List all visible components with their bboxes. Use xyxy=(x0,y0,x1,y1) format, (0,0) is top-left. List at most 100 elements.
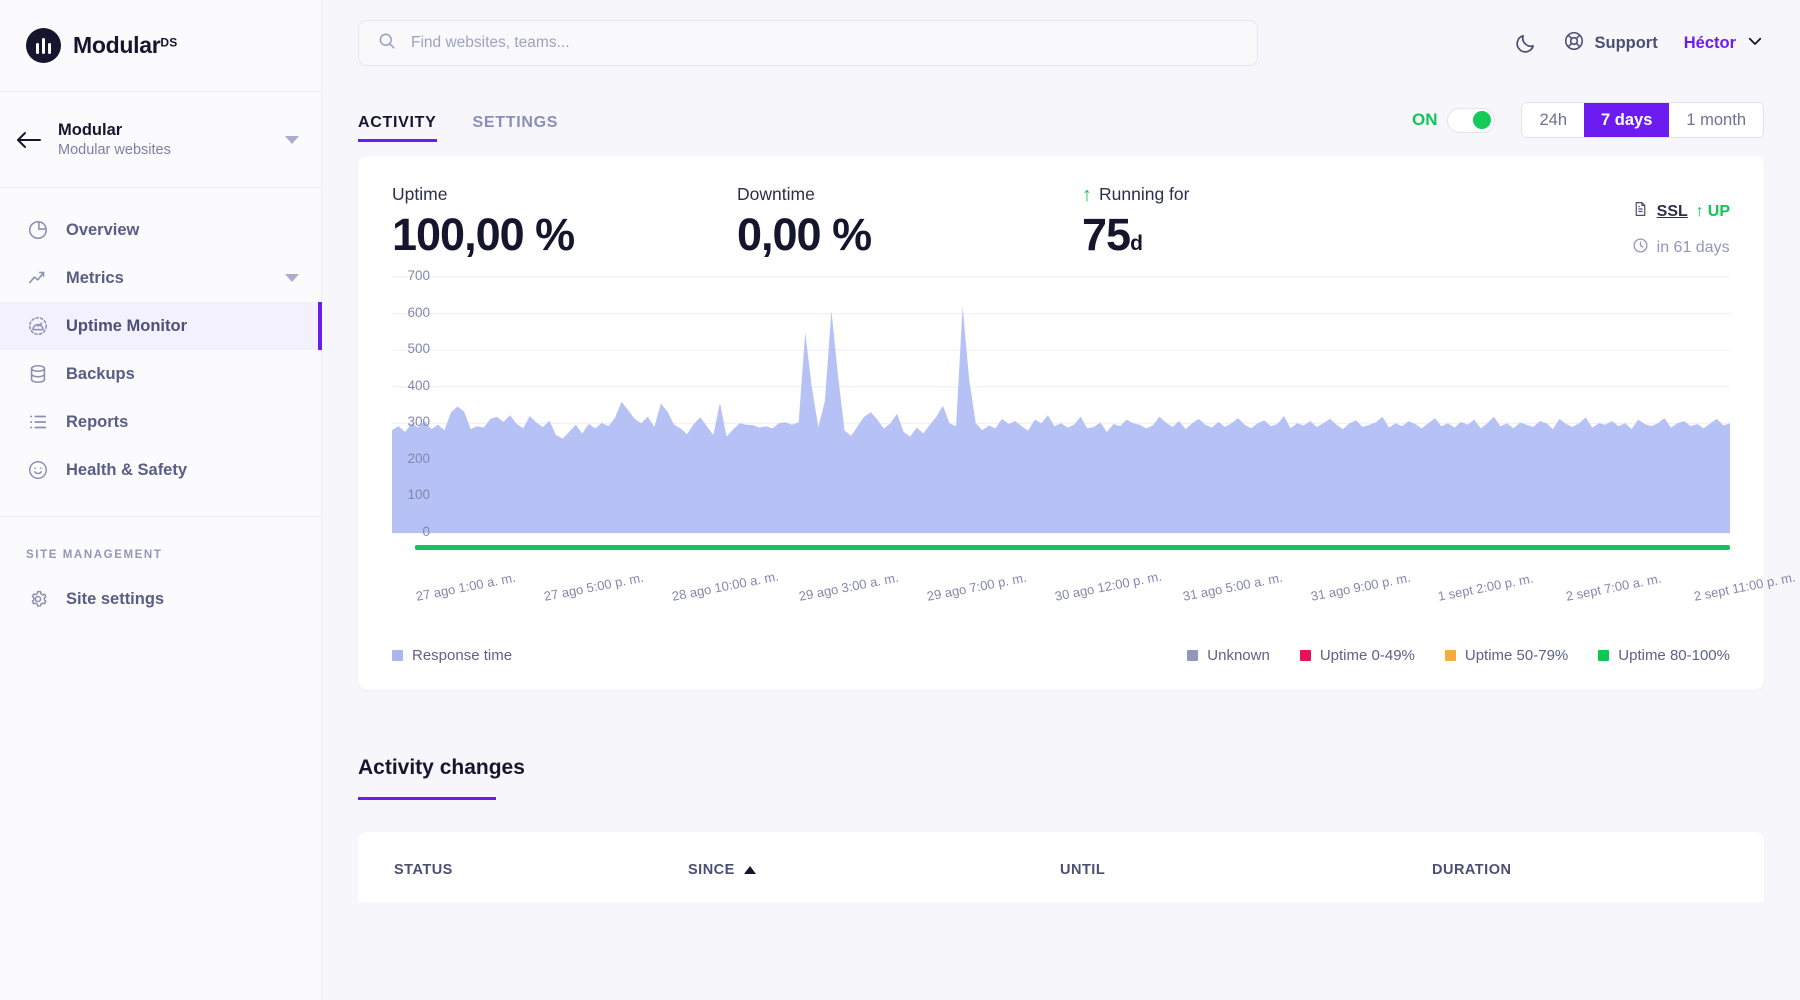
workspace-title: Modular xyxy=(58,120,123,139)
list-icon xyxy=(26,410,50,434)
sidebar-item-label: Reports xyxy=(66,412,129,431)
tab-settings[interactable]: SETTINGS xyxy=(472,114,559,131)
brand-suffix: DS xyxy=(160,35,178,50)
x-axis-tick: 2 sept 11:00 p. m. xyxy=(1692,569,1797,604)
column-header-since-label: SINCE xyxy=(688,862,735,878)
topbar-actions: Support Héctor xyxy=(1514,30,1764,57)
x-axis-tick: 29 ago 3:00 a. m. xyxy=(797,569,901,604)
support-button[interactable]: Support xyxy=(1563,30,1658,57)
chevron-down-icon xyxy=(1746,32,1764,55)
stat-running-label: Running for xyxy=(1099,184,1190,204)
sidebar-divider xyxy=(0,516,321,517)
section-underline xyxy=(358,797,496,800)
legend-swatch xyxy=(392,650,403,661)
sidebar-item-site-settings[interactable]: Site settings xyxy=(0,575,321,623)
ssl-status-badge: ↑ UP xyxy=(1696,203,1730,221)
x-axis-tick: 27 ago 1:00 a. m. xyxy=(414,569,517,604)
sidebar-item-reports[interactable]: Reports xyxy=(0,398,321,446)
legend-label: Response time xyxy=(412,647,513,664)
gauge-icon xyxy=(26,314,50,338)
stat-running-label-row: ↑ Running for xyxy=(1082,184,1427,205)
stat-uptime: Uptime 100,00 % xyxy=(392,184,737,258)
support-label: Support xyxy=(1594,33,1658,52)
tab-activity[interactable]: ACTIVITY xyxy=(358,114,437,142)
y-axis-tick: 500 xyxy=(407,341,430,357)
x-axis-tick: 30 ago 12:00 p. m. xyxy=(1053,568,1163,604)
legend-swatch xyxy=(1444,650,1456,661)
range-selector: 24h 7 days 1 month xyxy=(1521,102,1764,138)
search-box[interactable] xyxy=(358,20,1258,66)
range-1month[interactable]: 1 month xyxy=(1669,103,1763,137)
database-icon xyxy=(26,362,50,386)
toggle-switch[interactable] xyxy=(1447,107,1496,133)
ssl-row: SSL ↑ UP xyxy=(1632,200,1730,223)
x-axis-tick: 2 sept 7:00 a. m. xyxy=(1564,570,1663,604)
stat-running-for: ↑ Running for 75d xyxy=(1082,184,1427,258)
smiley-icon xyxy=(26,458,50,482)
legend-label: Uptime 0-49% xyxy=(1319,647,1415,664)
y-axis-tick: 600 xyxy=(407,304,430,320)
range-7days[interactable]: 7 days xyxy=(1584,103,1670,137)
toggle-knob xyxy=(1473,111,1492,129)
legend-item-unknown[interactable]: Unknown xyxy=(1187,647,1270,664)
chevron-down-icon[interactable] xyxy=(285,135,299,144)
stats-row: Uptime 100,00 % Downtime 0,00 % ↑ Runnin… xyxy=(392,184,1730,259)
sidebar-item-overview[interactable]: Overview xyxy=(0,206,321,254)
column-header-status[interactable]: STATUS xyxy=(394,862,453,878)
x-axis-tick: 27 ago 5:00 p. m. xyxy=(542,569,645,604)
search-input[interactable] xyxy=(411,34,1239,52)
range-controls: ON 24h 7 days 1 month xyxy=(1412,102,1764,142)
legend-item-response-time[interactable]: Response time xyxy=(392,647,512,664)
column-header-duration[interactable]: DURATION xyxy=(1432,862,1512,878)
x-axis-tick: 28 ago 10:00 a. m. xyxy=(670,568,780,604)
range-24h[interactable]: 24h xyxy=(1522,103,1584,137)
stat-downtime-label: Downtime xyxy=(737,184,815,204)
arrow-up-icon: ↑ xyxy=(1695,202,1704,220)
sidebar: ModularDS Modular Modular websites Overv… xyxy=(0,0,322,1000)
search-icon xyxy=(377,31,397,56)
trending-up-icon xyxy=(26,266,50,290)
brand-logo[interactable]: ModularDS xyxy=(0,0,321,92)
back-arrow-icon[interactable] xyxy=(14,125,44,155)
legend-swatch xyxy=(1299,650,1311,661)
column-header-since[interactable]: SINCE xyxy=(688,862,1060,878)
sidebar-item-health-safety[interactable]: Health & Safety xyxy=(0,446,321,494)
sidebar-section-title: SITE MANAGEMENT xyxy=(26,549,163,561)
legend-item-uptime-0-49[interactable]: Uptime 0-49% xyxy=(1299,647,1415,664)
x-axis-tick: 1 sept 2:00 p. m. xyxy=(1436,570,1535,604)
toggle-label: ON xyxy=(1411,110,1438,129)
ssl-block: SSL ↑ UP in 61 days xyxy=(1632,184,1730,259)
uptime-chart: 0 100 200 300 400 500 600 700 xyxy=(392,268,1730,571)
stat-uptime-label: Uptime xyxy=(392,184,448,204)
monitor-toggle[interactable]: ON xyxy=(1411,107,1496,133)
legend-label: Unknown xyxy=(1207,647,1270,664)
legend-item-uptime-50-79[interactable]: Uptime 50-79% xyxy=(1444,647,1569,664)
x-axis-tick: 29 ago 7:00 p. m. xyxy=(925,569,1028,604)
ssl-expiry: in 61 days xyxy=(1632,237,1730,259)
stat-running-unit: d xyxy=(1130,232,1143,255)
user-name: Héctor xyxy=(1683,33,1736,52)
sidebar-item-backups[interactable]: Backups xyxy=(0,350,321,398)
user-menu[interactable]: Héctor xyxy=(1684,32,1764,55)
ssl-link[interactable]: SSL xyxy=(1656,202,1688,220)
ssl-expiry-label: in 61 days xyxy=(1656,239,1730,256)
workspace-selector[interactable]: Modular Modular websites xyxy=(0,92,321,188)
response-time-area-chart xyxy=(392,271,1730,550)
chevron-down-icon[interactable] xyxy=(285,274,299,282)
topbar: Support Héctor xyxy=(322,0,1800,86)
lifebuoy-icon xyxy=(1563,30,1585,57)
sidebar-item-label: Site settings xyxy=(66,589,165,608)
sidebar-item-uptime-monitor[interactable]: Uptime Monitor xyxy=(0,302,322,350)
legend-item-uptime-80-100[interactable]: Uptime 80-100% xyxy=(1598,647,1730,664)
arrow-up-icon: ↑ xyxy=(1082,183,1092,206)
y-axis-tick: 100 xyxy=(407,487,430,503)
moon-icon[interactable] xyxy=(1514,32,1537,55)
legend-label: Uptime 50-79% xyxy=(1464,647,1569,664)
main-content: Support Héctor ACTIVITY SETTINGS ON xyxy=(322,0,1800,1000)
sidebar-nav: Overview Metrics Uptime Monitor Bac xyxy=(0,188,322,623)
workspace-subtitle: Modular websites xyxy=(58,141,171,158)
chart-legend-right: Unknown Uptime 0-49% Uptime 50-79% Uptim… xyxy=(1187,647,1730,664)
column-header-until[interactable]: UNTIL xyxy=(1060,862,1106,878)
sidebar-item-metrics[interactable]: Metrics xyxy=(0,254,321,302)
